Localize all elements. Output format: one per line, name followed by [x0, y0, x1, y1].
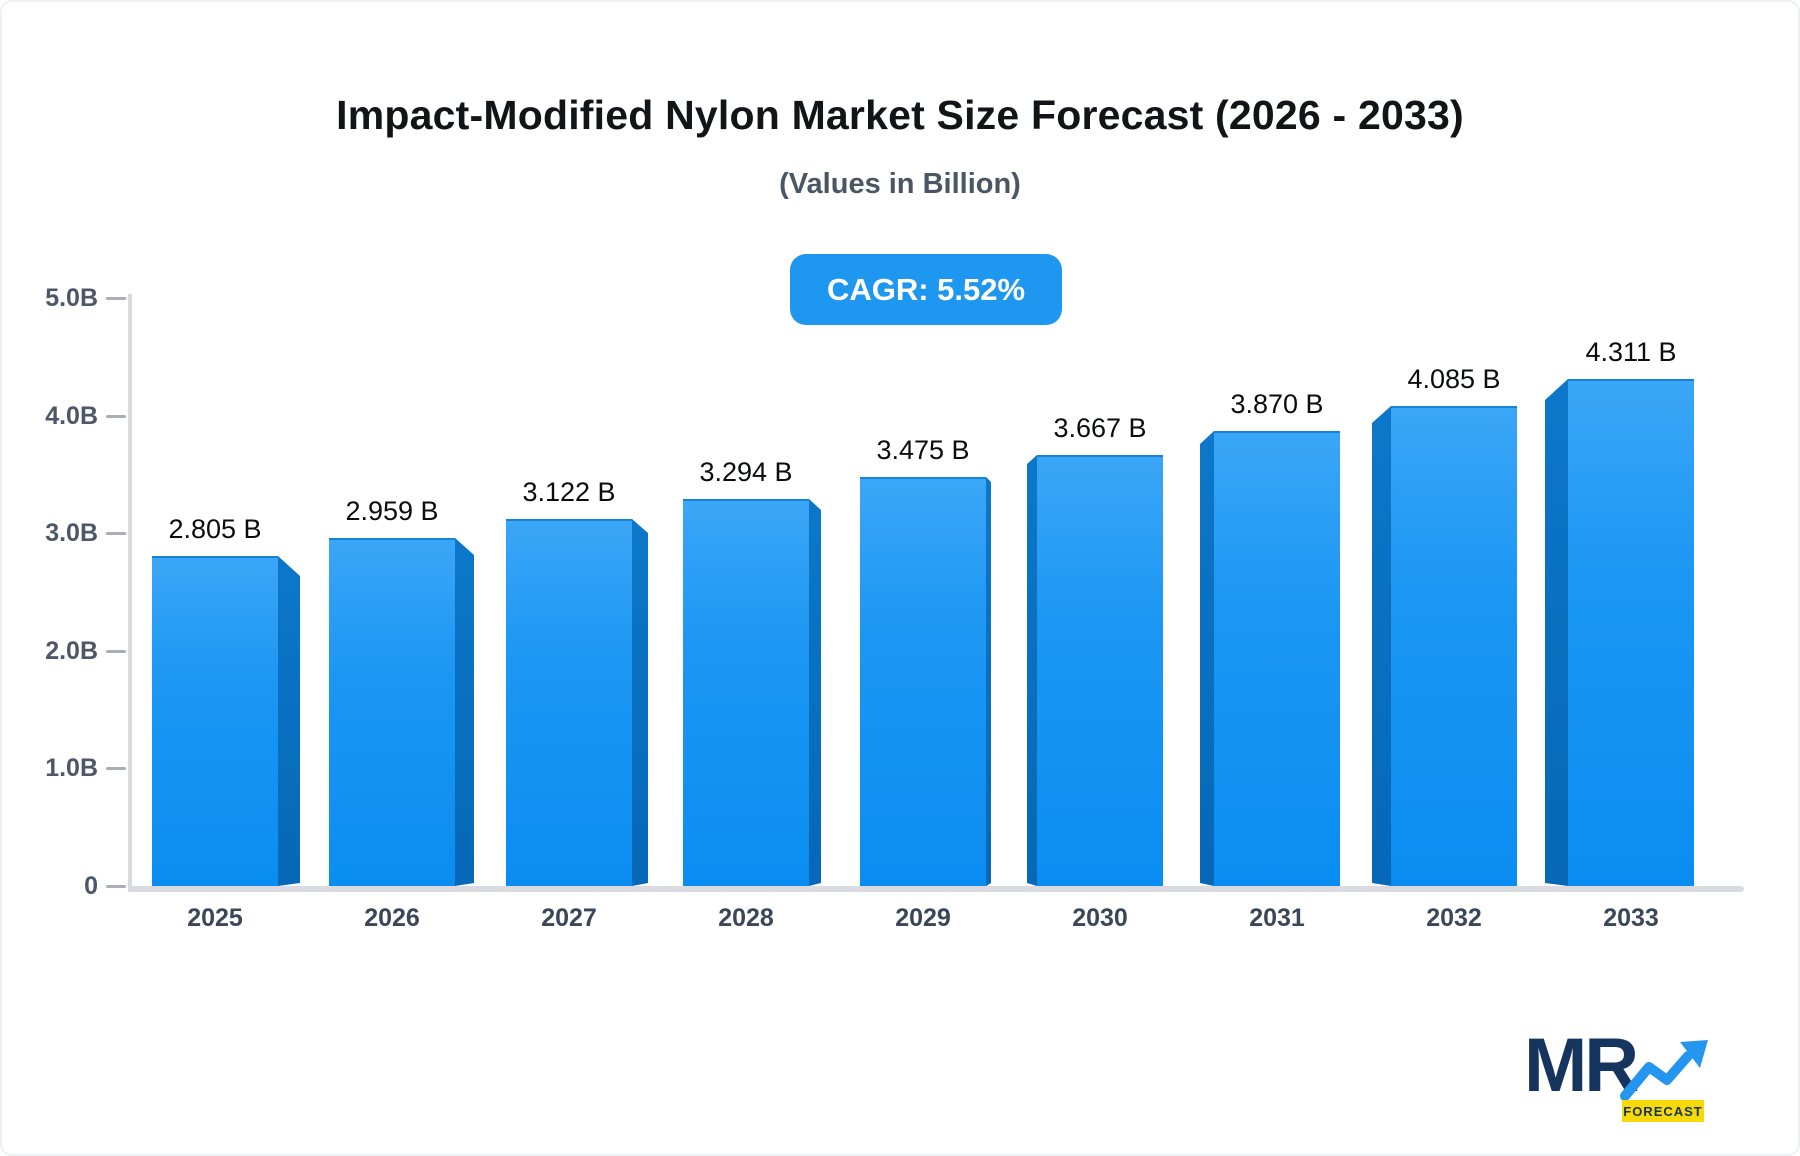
bar-value-label: 3.475 B: [876, 435, 970, 465]
x-axis-baseline: [128, 886, 1744, 892]
bar-2029: [860, 477, 986, 886]
y-tick-mark: [106, 649, 126, 653]
logo-forecast-badge: FORECAST: [1622, 1100, 1704, 1122]
y-tick-label: 1.0B: [45, 754, 98, 783]
x-tick-label-2026: 2026: [364, 904, 420, 932]
x-tick-label-2025: 2025: [187, 904, 243, 932]
bar-value-label: 3.122 B: [522, 477, 616, 507]
bar-side-face: [632, 519, 648, 886]
y-tick-label: 4.0B: [45, 401, 98, 430]
chart-title: Impact-Modified Nylon Market Size Foreca…: [336, 92, 1464, 138]
bar-side-face: [278, 556, 300, 886]
y-tick-mark: [106, 885, 126, 888]
bar-side-face: [1200, 431, 1214, 886]
bar-2033: [1568, 379, 1694, 886]
bar-2025: [152, 556, 278, 886]
cagr-badge: CAGR: 5.52%: [790, 254, 1062, 325]
bar-value-label: 3.870 B: [1230, 389, 1324, 419]
bar-value-label: 3.294 B: [699, 457, 793, 487]
y-tick-label: 5.0B: [45, 284, 98, 312]
bar-side-face: [809, 499, 821, 886]
x-tick-label-2032: 2032: [1426, 904, 1482, 932]
bar-value-label: 4.311 B: [1585, 337, 1677, 367]
y-tick-label: 3.0B: [45, 519, 98, 548]
y-tick-mark: [106, 532, 126, 536]
bar-2032: [1391, 406, 1517, 886]
y-tick-mark: [106, 767, 126, 771]
y-tick-mark: [106, 297, 126, 300]
bar-2028: [683, 499, 809, 886]
bar-value-label: 4.085 B: [1407, 364, 1501, 394]
bar-2031: [1214, 431, 1340, 886]
bar-side-face: [1027, 455, 1037, 886]
bar-side-face: [455, 538, 474, 886]
mr-forecast-logo: MR FORECAST: [1524, 1028, 1764, 1130]
y-tick-label: 0: [84, 872, 98, 900]
y-tick-mark: [106, 414, 126, 418]
bar-2030: [1037, 455, 1163, 886]
bar-2026: [329, 538, 455, 886]
logo-mr-text: MR: [1524, 1023, 1639, 1108]
x-tick-label-2027: 2027: [541, 904, 597, 932]
x-tick-label-2029: 2029: [895, 904, 951, 932]
bar-value-label: 2.959 B: [345, 496, 439, 526]
bar-side-face: [1545, 379, 1568, 886]
x-tick-label-2031: 2031: [1249, 904, 1305, 932]
y-axis-line: [128, 294, 132, 892]
bar-value-label: 3.667 B: [1053, 413, 1147, 443]
bar-2027: [506, 519, 632, 886]
y-tick-label: 2.0B: [45, 636, 98, 665]
cagr-badge-label: CAGR: 5.52%: [826, 271, 1026, 307]
logo-trend-arrow-icon: [1620, 1040, 1708, 1101]
bar-side-face: [1372, 406, 1391, 886]
bar-value-label: 2.805 B: [168, 514, 262, 544]
x-tick-label-2030: 2030: [1072, 904, 1128, 932]
chart-subtitle: (Values in Billion): [779, 168, 1021, 200]
x-tick-label-2028: 2028: [718, 904, 774, 932]
bar-side-face: [986, 477, 991, 886]
x-tick-label-2033: 2033: [1603, 904, 1659, 932]
